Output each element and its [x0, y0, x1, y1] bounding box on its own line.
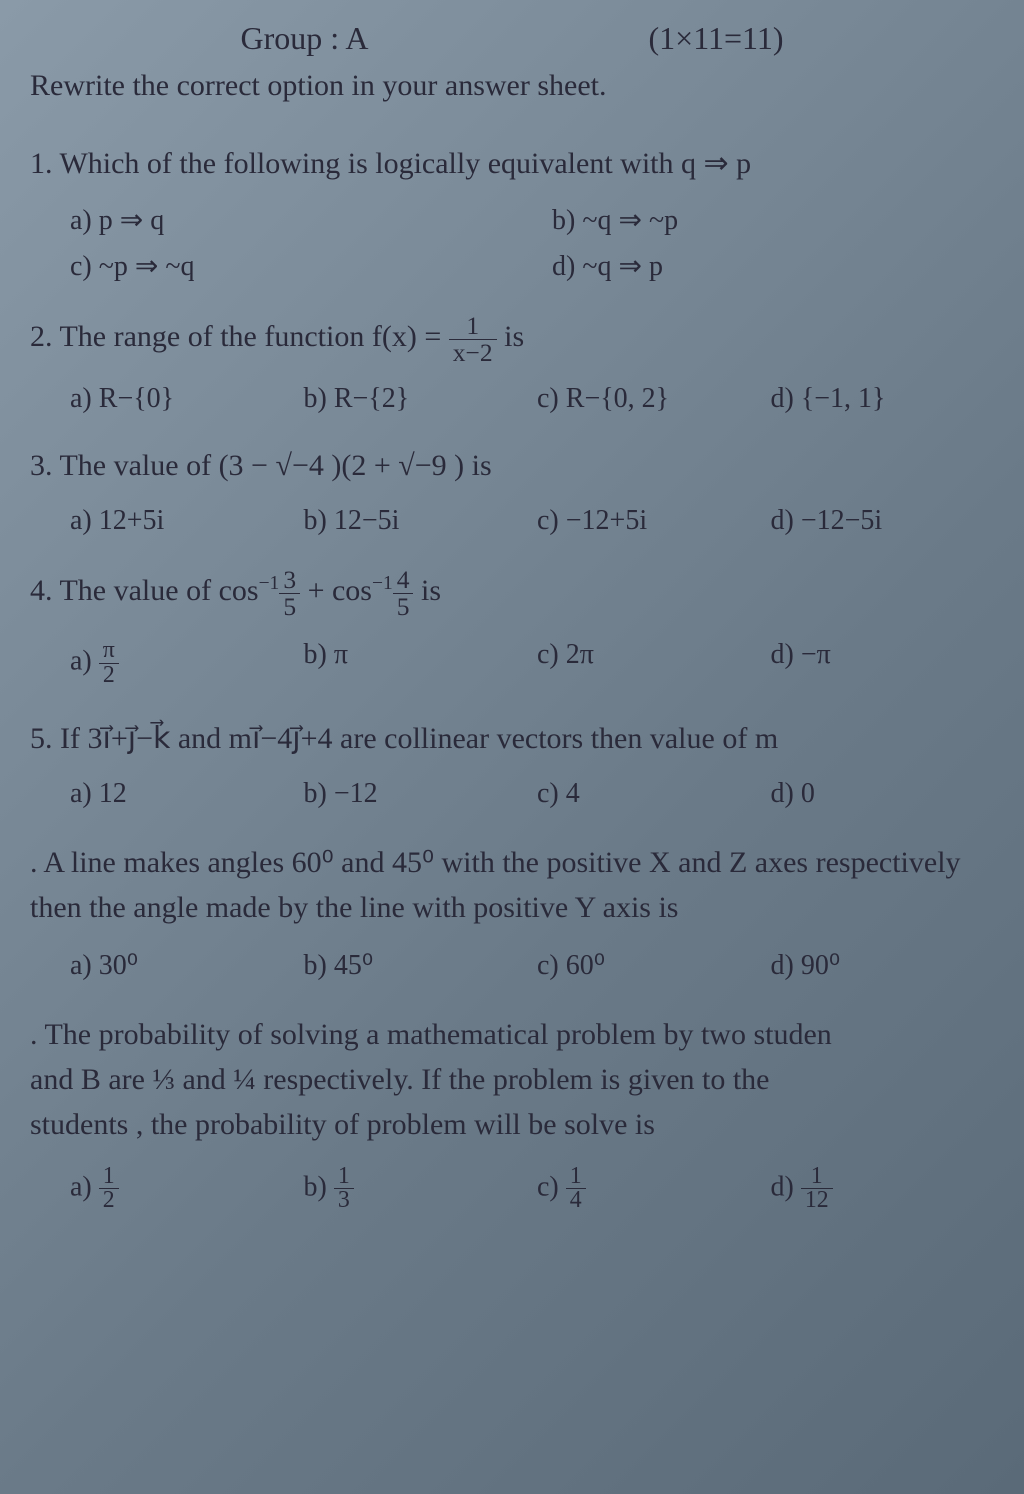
- q7-opt-d: d) 112: [771, 1165, 995, 1214]
- q7-opt-b: b) 13: [304, 1165, 528, 1214]
- q2-opt-d: d) {−1, 1}: [771, 383, 995, 415]
- q5-opt-c: c) 4: [537, 778, 761, 810]
- q6-opt-b: b) 45⁰: [304, 948, 528, 982]
- q2-opt-a: a) R−{0}: [70, 383, 294, 415]
- q1-opt-c: c) ~p ⇒ ~q: [70, 249, 512, 283]
- q1-num: 1.: [30, 147, 53, 180]
- question-1: 1. Which of the following is logically e…: [30, 143, 994, 283]
- q5-opt-d: d) 0: [771, 778, 995, 810]
- q5-num: 5.: [30, 722, 53, 755]
- question-7: . The probability of solving a mathemati…: [30, 1012, 994, 1214]
- q7-line1: The probability of solving a mathematica…: [44, 1018, 831, 1051]
- question-3: 3. The value of (3 − √−4 )(2 + √−9 ) is …: [30, 445, 994, 537]
- instruction-text: Rewrite the correct option in your answe…: [30, 69, 994, 103]
- q1-opt-b: b) ~q ⇒ ~p: [552, 203, 994, 237]
- q5-opt-b: b) −12: [304, 778, 528, 810]
- q7-line2: and B are ⅓ and ¼ respectively. If the p…: [30, 1063, 770, 1096]
- q2-opt-b: b) R−{2}: [304, 383, 528, 415]
- question-4: 4. The value of cos−135 + cos−145 is a) …: [30, 567, 994, 688]
- q1-opt-a: a) p ⇒ q: [70, 203, 512, 237]
- question-6: . A line makes angles 60⁰ and 45⁰ with t…: [30, 840, 994, 982]
- q7-opt-c: c) 14: [537, 1165, 761, 1214]
- q4-sup2: −1: [372, 573, 393, 594]
- q1-text: Which of the following is logically equi…: [59, 147, 751, 180]
- q2-fraction: 1x−2: [449, 313, 497, 365]
- q2-num: 2.: [30, 320, 53, 353]
- q5-text: If 3i⃗+j⃗−k⃗ and mi⃗−4j⃗+4 are collinear…: [60, 722, 778, 755]
- question-2: 2. The range of the function f(x) = 1x−2…: [30, 313, 994, 415]
- q5-opt-a: a) 12: [70, 778, 294, 810]
- q7-opt-a: a) 12: [70, 1165, 294, 1214]
- q4-frac2: 45: [393, 567, 414, 619]
- q7-line3: students , the probability of problem wi…: [30, 1108, 655, 1141]
- q4-text-post: is: [413, 574, 441, 607]
- q3-opt-d: d) −12−5i: [771, 505, 995, 537]
- q4-opt-a: a) π2: [70, 639, 294, 688]
- q2-text-post: is: [497, 320, 525, 353]
- group-label: Group : A: [240, 20, 368, 57]
- q2-text-pre: The range of the function f(x) =: [59, 320, 448, 353]
- question-5: 5. If 3i⃗+j⃗−k⃗ and mi⃗−4j⃗+4 are collin…: [30, 718, 994, 810]
- q3-num: 3.: [30, 449, 53, 482]
- q2-opt-c: c) R−{0, 2}: [537, 383, 761, 415]
- q3-text: The value of (3 − √−4 )(2 + √−9 ) is: [59, 449, 491, 482]
- q4-mid: + cos: [300, 574, 372, 607]
- q6-opt-c: c) 60⁰: [537, 948, 761, 982]
- q3-opt-a: a) 12+5i: [70, 505, 294, 537]
- q4-text-pre: The value of cos: [59, 574, 258, 607]
- q4-sup1: −1: [259, 573, 280, 594]
- q4-opt-d: d) −π: [771, 639, 995, 688]
- q3-opt-c: c) −12+5i: [537, 505, 761, 537]
- q6-opt-a: a) 30⁰: [70, 948, 294, 982]
- q6-text: A line makes angles 60⁰ and 45⁰ with the…: [30, 846, 961, 924]
- q4-opt-c: c) 2π: [537, 639, 761, 688]
- q1-opt-d: d) ~q ⇒ p: [552, 249, 994, 283]
- q6-num: .: [30, 846, 38, 879]
- q7-num: .: [30, 1018, 38, 1051]
- q4-frac1: 35: [279, 567, 300, 619]
- q4-opt-b: b) π: [304, 639, 528, 688]
- q6-opt-d: d) 90⁰: [771, 948, 995, 982]
- q4-num: 4.: [30, 574, 53, 607]
- q3-opt-b: b) 12−5i: [304, 505, 528, 537]
- marks-label: (1×11=11): [648, 20, 783, 57]
